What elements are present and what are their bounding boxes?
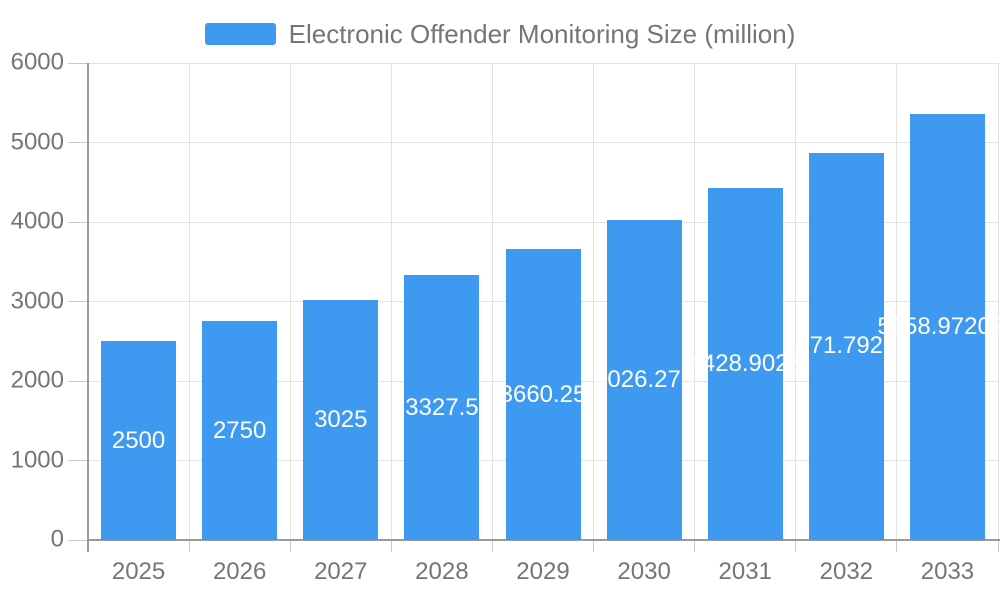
x-grid-line [491,63,493,540]
y-axis-label: 0 [50,525,64,553]
y-axis-tick [68,380,88,382]
y-axis-tick [68,62,88,64]
y-axis-label: 2000 [10,366,64,394]
x-axis-tick [390,540,392,552]
bar[interactable] [303,299,379,540]
x-axis-tick [289,540,291,552]
bar[interactable] [606,219,682,540]
y-axis-tick [68,460,88,461]
x-axis-label: 2033 [920,558,975,585]
bar[interactable] [505,249,581,540]
x-axis-tick [694,540,696,552]
x-grid-line [997,63,999,540]
x-axis-tick [491,540,493,552]
y-axis-line [87,63,89,552]
bar[interactable] [808,152,884,540]
y-axis-tick [68,142,88,143]
bar[interactable] [909,113,985,540]
x-axis-label: 2031 [718,558,772,585]
y-axis-tick [68,301,88,302]
x-grid-line [289,63,291,540]
x-grid-line [390,63,392,540]
y-axis-label: 6000 [10,48,64,76]
x-axis-label: 2028 [415,558,469,585]
x-axis-tick [795,540,797,552]
x-grid-line [188,63,190,540]
bar[interactable] [404,275,480,540]
y-axis-tick [68,221,88,223]
y-grid-line [88,221,998,223]
x-axis-label: 2027 [314,558,368,585]
x-grid-line [795,63,797,540]
x-axis-label: 2032 [819,558,874,585]
x-axis-tick [188,540,190,552]
bar[interactable] [707,187,783,540]
x-axis-tick [896,540,898,552]
y-grid-line [88,62,998,64]
legend-label: Electronic Offender Monitoring Size (mil… [288,19,796,49]
legend[interactable]: Electronic Offender Monitoring Size (mil… [0,21,1000,47]
y-axis-label: 3000 [10,286,64,314]
y-grid-line [88,142,998,143]
x-grid-line [593,63,595,540]
bar[interactable] [202,321,278,540]
x-axis-label: 2025 [111,558,166,585]
x-axis-label: 2029 [516,558,570,585]
y-axis-label: 4000 [10,207,64,235]
y-axis-tick [68,539,88,541]
x-grid-line [694,63,696,540]
x-axis-label: 2026 [212,558,267,585]
x-axis-label: 2030 [617,558,671,585]
bar[interactable] [101,341,177,540]
x-axis-tick [997,540,999,552]
y-axis-label: 1000 [10,445,64,473]
x-axis-line [88,539,1000,541]
y-axis-label: 5000 [10,127,64,155]
x-axis-tick [593,540,595,552]
x-grid-line [896,63,898,540]
legend-swatch-icon [204,23,276,45]
